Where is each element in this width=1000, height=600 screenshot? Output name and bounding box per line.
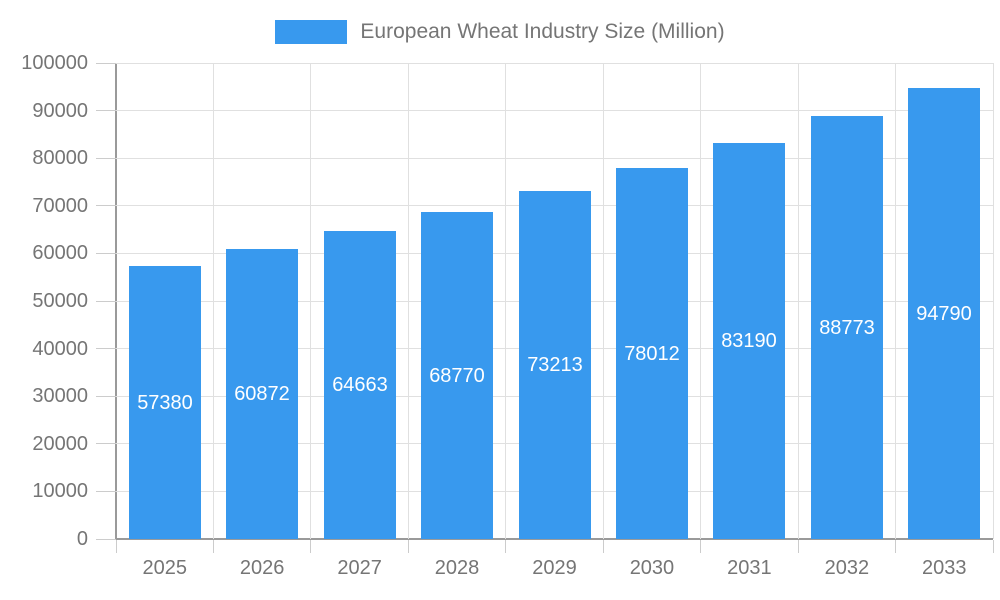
vertical-gridline (407, 63, 409, 539)
y-axis-tick-label: 0 (76, 528, 88, 550)
y-axis-tick (96, 348, 116, 350)
x-axis-tick-label: 2027 (337, 557, 382, 579)
horizontal-gridline (116, 157, 993, 159)
x-axis-tick-label: 2031 (727, 557, 772, 579)
x-axis-tick (700, 540, 702, 553)
x-axis-tick (505, 540, 507, 553)
x-axis-tick-label: 2026 (239, 557, 285, 579)
y-axis-tick-label: 30000 (32, 385, 88, 408)
bar[interactable]: 60872 (226, 249, 298, 539)
vertical-gridline (602, 63, 604, 539)
y-axis-tick-label: 100000 (21, 52, 88, 74)
x-axis-tick (797, 540, 799, 553)
legend-swatch-icon (275, 20, 348, 44)
y-axis-tick (96, 300, 116, 302)
y-axis-tick-label: 60000 (32, 242, 88, 265)
x-axis-tick-label: 2032 (824, 557, 870, 579)
x-axis-tick-label: 2033 (922, 557, 967, 579)
bar-value-label: 88773 (819, 316, 875, 339)
vertical-gridline (212, 63, 214, 539)
bar[interactable]: 88773 (811, 116, 883, 539)
bar-value-label: 94790 (916, 302, 972, 325)
y-axis-tick-label: 70000 (32, 194, 88, 217)
bar[interactable]: 68770 (421, 212, 493, 539)
bar-value-label: 60872 (234, 383, 290, 405)
y-axis-tick (96, 395, 116, 397)
x-axis-tick (115, 540, 117, 553)
y-axis-tick-label: 10000 (32, 480, 88, 503)
y-axis-tick (96, 252, 116, 254)
horizontal-gridline (116, 110, 993, 112)
x-axis-tick-label: 2029 (532, 557, 577, 579)
bar-value-label: 57380 (137, 391, 193, 414)
y-axis-tick-label: 40000 (32, 337, 88, 360)
plot-area: 0 10000 20000 30000 40000 50000 60000 70000 8000… (21, 53, 994, 579)
bar[interactable]: 73213 (519, 191, 591, 539)
x-axis-tick-label: 2030 (629, 557, 675, 579)
y-axis-tick (96, 538, 116, 540)
vertical-gridline (797, 63, 799, 539)
bar[interactable]: 64663 (324, 231, 396, 539)
bar-value-label: 64663 (332, 374, 388, 396)
bar-value-label: 73213 (527, 354, 583, 376)
y-axis-tick (96, 205, 116, 207)
y-axis-tick-label: 20000 (32, 432, 88, 455)
vertical-gridline (505, 63, 507, 539)
x-axis-tick (310, 540, 312, 553)
y-axis-tick-label: 90000 (32, 99, 88, 122)
y-axis-tick (96, 490, 116, 492)
bar-value-label: 83190 (721, 330, 777, 352)
y-axis-tick (96, 157, 116, 159)
bar[interactable]: 94790 (908, 88, 980, 539)
legend[interactable]: European Wheat Industry Size (Million) (0, 20, 1000, 44)
bar-value-label: 78012 (624, 342, 680, 365)
x-axis-tick (212, 540, 214, 553)
x-axis-tick (992, 540, 994, 553)
y-axis-tick-label: 50000 (32, 290, 88, 312)
y-axis-tick-label: 80000 (32, 147, 88, 170)
bar[interactable]: 57380 (129, 266, 201, 539)
y-axis-tick (96, 443, 116, 445)
x-axis-tick-label: 2025 (142, 557, 187, 579)
y-axis-tick (96, 110, 116, 112)
x-axis-tick (602, 540, 604, 553)
bar-value-label: 68770 (429, 364, 485, 387)
vertical-gridline (895, 63, 897, 539)
horizontal-gridline (116, 62, 993, 64)
y-axis-tick (96, 62, 116, 64)
legend-series-label: European Wheat Industry Size (Million) (360, 20, 725, 43)
bar[interactable]: 83190 (713, 143, 785, 539)
bar[interactable]: 78012 (616, 168, 688, 539)
vertical-gridline (700, 63, 702, 539)
x-axis-tick (407, 540, 409, 553)
vertical-gridline (992, 63, 994, 539)
vertical-gridline (310, 63, 312, 539)
x-axis-tick (895, 540, 897, 553)
x-axis-tick-label: 2028 (434, 557, 480, 579)
x-axis-line (116, 538, 993, 540)
